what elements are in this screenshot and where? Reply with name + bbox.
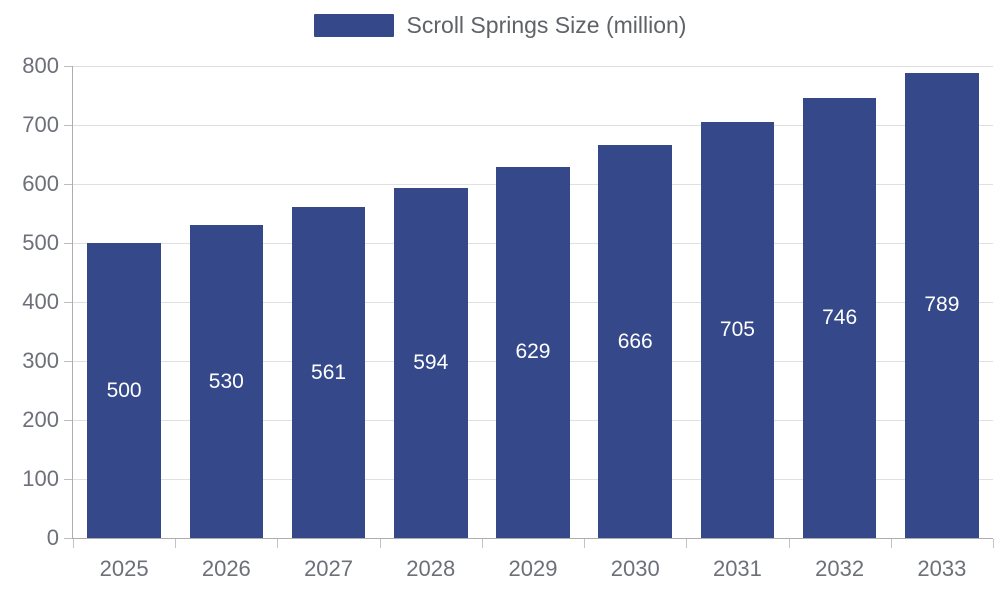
y-tick-200 xyxy=(64,420,72,421)
bar-value-label-2027: 561 xyxy=(311,360,347,384)
y-tick-400 xyxy=(64,302,72,303)
x-tick-1 xyxy=(175,539,177,548)
x-axis-label-2025: 2025 xyxy=(99,556,149,581)
y-tick-0 xyxy=(64,538,72,539)
x-axis-label-2030: 2030 xyxy=(610,556,660,581)
x-tick-3 xyxy=(379,539,381,548)
x-axis-label-2029: 2029 xyxy=(508,556,558,581)
legend-item-scroll-springs[interactable]: Scroll Springs Size (million) xyxy=(313,12,687,38)
bar-2030[interactable]: 666 xyxy=(598,145,673,538)
y-tick-500 xyxy=(64,243,72,244)
gridline-y-700 xyxy=(73,125,993,126)
y-axis-label-600: 600 xyxy=(22,171,59,196)
x-axis-label-2027: 2027 xyxy=(304,556,354,581)
bar-value-label-2029: 629 xyxy=(515,340,551,364)
bar-2028[interactable]: 594 xyxy=(393,187,468,538)
y-axis-label-500: 500 xyxy=(22,230,59,255)
y-tick-100 xyxy=(64,479,72,480)
x-tick-2 xyxy=(277,539,279,548)
y-tick-800 xyxy=(64,66,72,67)
bar-2033[interactable]: 789 xyxy=(905,72,979,538)
x-tick-5 xyxy=(584,539,586,548)
y-axis-label-800: 800 xyxy=(22,53,59,78)
x-tick-0 xyxy=(73,539,74,548)
x-axis-label-2028: 2028 xyxy=(406,556,456,581)
bar-value-label-2026: 530 xyxy=(208,369,244,393)
x-axis-label-2031: 2031 xyxy=(712,556,762,581)
x-axis-line xyxy=(72,538,993,539)
y-tick-700 xyxy=(64,125,72,126)
y-axis-label-300: 300 xyxy=(22,348,59,373)
x-tick-6 xyxy=(686,539,688,548)
x-axis-label-2026: 2026 xyxy=(201,556,251,581)
bar-value-label-2030: 666 xyxy=(617,329,653,353)
bar-value-label-2033: 789 xyxy=(924,293,960,317)
bar-2025[interactable]: 500 xyxy=(87,243,161,538)
bar-2027[interactable]: 561 xyxy=(291,207,366,538)
bar-value-label-2031: 705 xyxy=(719,318,755,342)
x-axis-label-2032: 2032 xyxy=(815,556,865,581)
y-axis-line xyxy=(72,66,73,538)
bar-2029[interactable]: 629 xyxy=(496,166,570,538)
y-axis-label-200: 200 xyxy=(22,407,59,432)
y-axis-label-700: 700 xyxy=(22,112,59,137)
y-axis-label-400: 400 xyxy=(22,289,59,314)
bar-2032[interactable]: 746 xyxy=(802,97,877,538)
y-tick-600 xyxy=(64,184,72,185)
bar-value-label-2032: 746 xyxy=(822,305,858,329)
bar-2026[interactable]: 530 xyxy=(189,225,264,538)
plot-area: 0 100 200 300 400 500 600 700 800 2025 2026 2027 20… xyxy=(22,53,994,581)
bar-value-label-2028: 594 xyxy=(413,350,449,374)
x-tick-4 xyxy=(481,539,483,548)
chart-legend: Scroll Springs Size (million) xyxy=(0,14,1000,37)
bar-value-label-2025: 500 xyxy=(106,378,142,402)
legend-label: Scroll Springs Size (million) xyxy=(406,12,687,38)
x-tick-8 xyxy=(890,539,892,548)
bar-2031[interactable]: 705 xyxy=(700,122,775,538)
x-tick-7 xyxy=(788,539,790,548)
y-axis-label-100: 100 xyxy=(22,466,59,491)
y-tick-300 xyxy=(64,361,72,362)
gridline-y-800 xyxy=(73,66,993,67)
y-axis-label-0: 0 xyxy=(46,525,59,550)
x-axis-label-2033: 2033 xyxy=(917,556,967,581)
x-tick-9 xyxy=(993,539,994,548)
legend-swatch-icon xyxy=(313,14,394,37)
